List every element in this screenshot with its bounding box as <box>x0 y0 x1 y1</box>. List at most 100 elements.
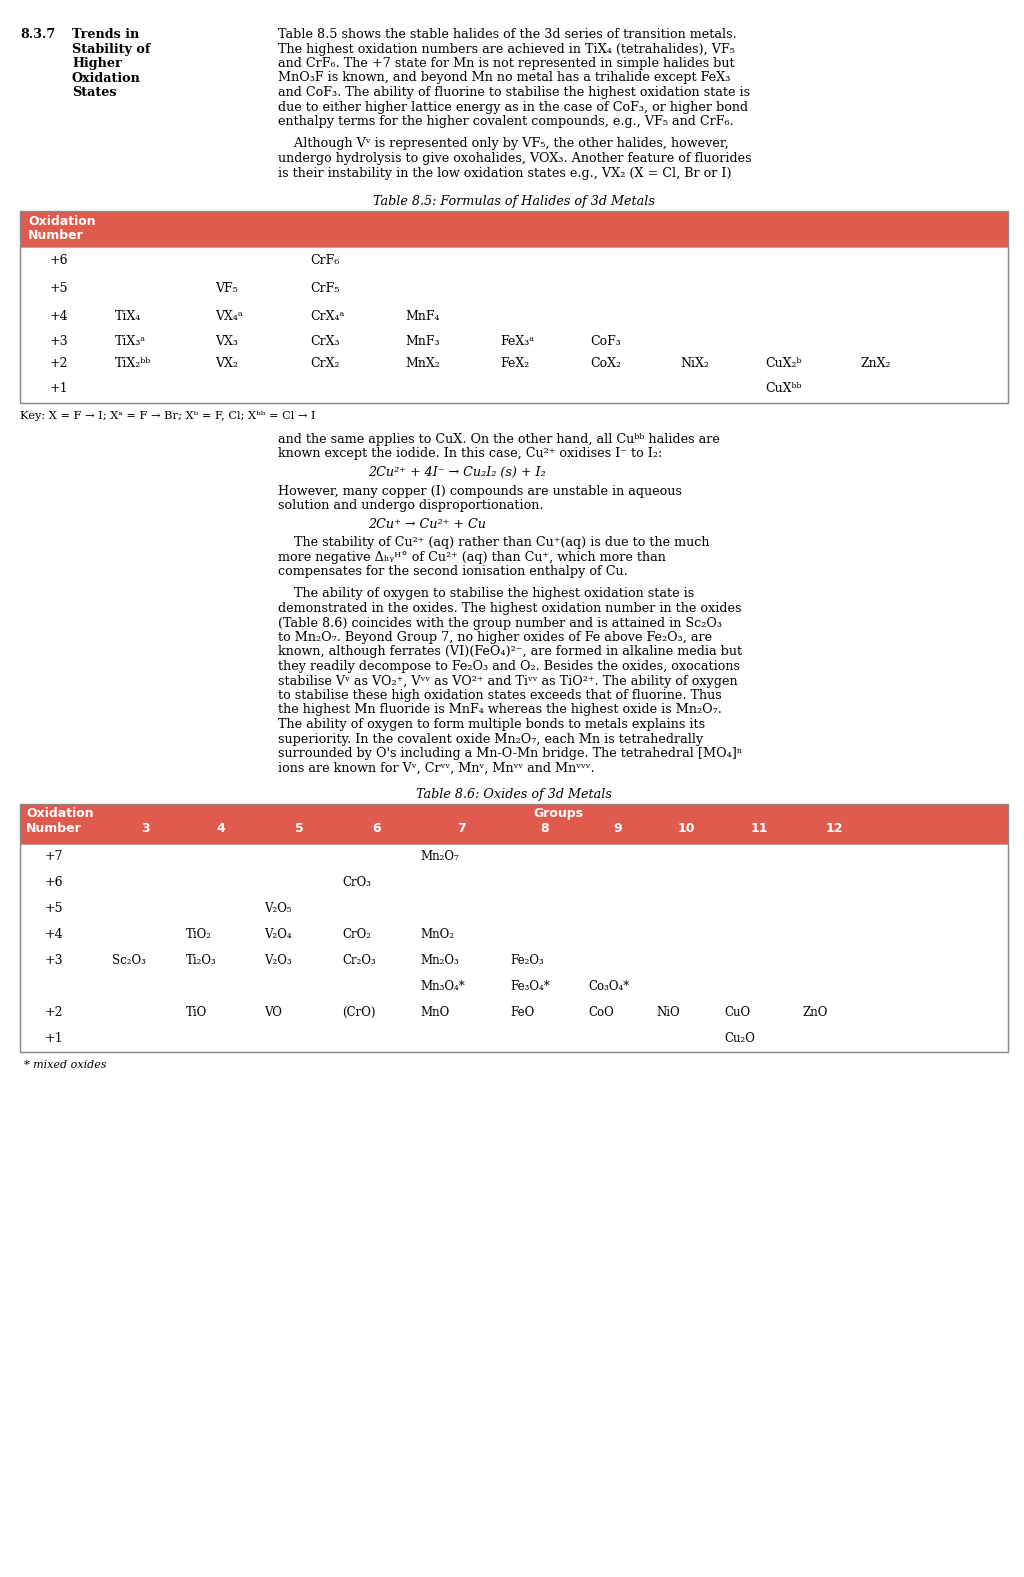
Text: more negative Δₕᵧᴴ° of Cu²⁺ (aq) than Cu⁺, which more than: more negative Δₕᵧᴴ° of Cu²⁺ (aq) than Cu… <box>278 550 666 563</box>
Text: Higher: Higher <box>72 57 122 69</box>
Text: Table 8.5: Formulas of Halides of 3d Metals: Table 8.5: Formulas of Halides of 3d Met… <box>373 196 655 208</box>
Text: and CrF₆. The +7 state for Mn is not represented in simple halides but: and CrF₆. The +7 state for Mn is not rep… <box>278 57 734 69</box>
Text: ions are known for Vᵛ, Crᵛᵛ, Mnᵛ, Mnᵛᵛ and Mnᵛᵛᵛ.: ions are known for Vᵛ, Crᵛᵛ, Mnᵛ, Mnᵛᵛ a… <box>278 762 595 774</box>
Text: +1: +1 <box>45 1031 63 1046</box>
Text: 2Cu⁺ → Cu²⁺ + Cu: 2Cu⁺ → Cu²⁺ + Cu <box>368 517 486 530</box>
Text: known, although ferrates (VI)(FeO₄)²⁻, are formed in alkaline media but: known, although ferrates (VI)(FeO₄)²⁻, a… <box>278 645 742 659</box>
Text: Table 8.6: Oxides of 3d Metals: Table 8.6: Oxides of 3d Metals <box>416 788 612 801</box>
Text: TiX₂ᵇᵇ: TiX₂ᵇᵇ <box>115 356 152 371</box>
Text: +4: +4 <box>45 927 63 941</box>
Text: Although Vᵛ is represented only by VF₅, the other halides, however,: Although Vᵛ is represented only by VF₅, … <box>278 137 729 150</box>
Text: Oxidation: Oxidation <box>72 71 141 85</box>
Text: and the same applies to CuX. On the other hand, all Cuᵇᵇ halides are: and the same applies to CuX. On the othe… <box>278 434 720 446</box>
Text: +4: +4 <box>50 311 69 323</box>
Text: However, many copper (I) compounds are unstable in aqueous: However, many copper (I) compounds are u… <box>278 484 682 497</box>
Text: (CrO): (CrO) <box>342 1006 376 1019</box>
Text: +3: +3 <box>50 334 69 349</box>
Text: TiO₂: TiO₂ <box>186 927 212 941</box>
Text: 2Cu²⁺ + 4I⁻ → Cu₂I₂ (s) + I₂: 2Cu²⁺ + 4I⁻ → Cu₂I₂ (s) + I₂ <box>368 465 546 479</box>
Text: The highest oxidation numbers are achieved in TiX₄ (tetrahalides), VF₅: The highest oxidation numbers are achiev… <box>278 43 735 55</box>
Text: CrF₅: CrF₅ <box>310 282 339 295</box>
Text: The stability of Cu²⁺ (aq) rather than Cu⁺(aq) is due to the much: The stability of Cu²⁺ (aq) rather than C… <box>278 536 710 549</box>
Text: ZnX₂: ZnX₂ <box>860 356 891 371</box>
Text: Cu₂O: Cu₂O <box>724 1031 755 1046</box>
Text: +2: +2 <box>45 1006 63 1019</box>
Text: they readily decompose to Fe₂O₃ and O₂. Besides the oxides, oxocations: they readily decompose to Fe₂O₃ and O₂. … <box>278 661 740 673</box>
Text: CrX₂: CrX₂ <box>310 356 340 371</box>
Text: CoF₃: CoF₃ <box>590 334 621 349</box>
Bar <box>20 804 1008 1052</box>
Text: 8.3.7: 8.3.7 <box>20 28 55 41</box>
Text: VO: VO <box>264 1006 282 1019</box>
Text: The ability of oxygen to stabilise the highest oxidation state is: The ability of oxygen to stabilise the h… <box>278 588 694 601</box>
Bar <box>20 844 1008 1052</box>
Text: and CoF₃. The ability of fluorine to stabilise the highest oxidation state is: and CoF₃. The ability of fluorine to sta… <box>278 87 751 99</box>
Text: surrounded by O's including a Mn-O-Mn bridge. The tetrahedral [MO₄]ⁿ: surrounded by O's including a Mn-O-Mn br… <box>278 747 742 760</box>
Text: Table 8.5 shows the stable halides of the 3d series of transition metals.: Table 8.5 shows the stable halides of th… <box>278 28 736 41</box>
Text: solution and undergo disproportionation.: solution and undergo disproportionation. <box>278 498 544 513</box>
Text: Co₃O₄*: Co₃O₄* <box>588 979 630 994</box>
Text: VX₃: VX₃ <box>215 334 238 349</box>
Text: compensates for the second ionisation enthalpy of Cu.: compensates for the second ionisation en… <box>278 565 628 579</box>
Text: TiX₃ᵃ: TiX₃ᵃ <box>115 334 146 349</box>
Text: MnO₃F is known, and beyond Mn no metal has a trihalide except FeX₃: MnO₃F is known, and beyond Mn no metal h… <box>278 71 730 85</box>
Text: Key: X = F → I; Xᵃ = F → Br; Xᵇ = F, Cl; Xᵇᵇ = Cl → I: Key: X = F → I; Xᵃ = F → Br; Xᵇ = F, Cl;… <box>20 412 315 421</box>
Text: MnX₂: MnX₂ <box>406 356 439 371</box>
Text: 7: 7 <box>457 822 465 834</box>
Text: CrF₆: CrF₆ <box>310 254 339 267</box>
Text: CrO₂: CrO₂ <box>342 927 371 941</box>
Text: (Table 8.6) coincides with the group number and is attained in Sc₂O₃: (Table 8.6) coincides with the group num… <box>278 617 722 629</box>
Text: +1: +1 <box>50 382 69 394</box>
Text: MnF₄: MnF₄ <box>406 311 439 323</box>
Text: demonstrated in the oxides. The highest oxidation number in the oxides: demonstrated in the oxides. The highest … <box>278 602 741 615</box>
Text: FeX₂: FeX₂ <box>500 356 529 371</box>
Text: Oxidation: Oxidation <box>28 214 95 229</box>
Text: MnO: MnO <box>420 1006 450 1019</box>
Text: CrO₃: CrO₃ <box>342 875 371 889</box>
Bar <box>20 248 1008 404</box>
Text: enthalpy terms for the higher covalent compounds, e.g., VF₅ and CrF₆.: enthalpy terms for the higher covalent c… <box>278 115 734 128</box>
Text: to Mn₂O₇. Beyond Group 7, no higher oxides of Fe above Fe₂O₃, are: to Mn₂O₇. Beyond Group 7, no higher oxid… <box>278 631 712 643</box>
Text: Fe₃O₄*: Fe₃O₄* <box>510 979 550 994</box>
Text: VX₄ᵃ: VX₄ᵃ <box>215 311 243 323</box>
Text: stabilise Vᵛ as VO₂⁺, Vᵛᵛ as VO²⁺ and Tiᵛᵛ as TiO²⁺. The ability of oxygen: stabilise Vᵛ as VO₂⁺, Vᵛᵛ as VO²⁺ and Ti… <box>278 675 737 688</box>
Text: FeO: FeO <box>510 1006 535 1019</box>
Bar <box>20 211 1008 248</box>
Text: CrX₃: CrX₃ <box>310 334 340 349</box>
Text: 3: 3 <box>140 822 150 834</box>
Text: Cr₂O₃: Cr₂O₃ <box>342 954 376 967</box>
Text: Number: Number <box>26 822 82 834</box>
Text: 9: 9 <box>613 822 623 834</box>
Text: V₂O₅: V₂O₅ <box>264 902 292 915</box>
Text: Trends in: Trends in <box>72 28 139 41</box>
Text: Mn₂O₇: Mn₂O₇ <box>420 850 459 863</box>
Text: +5: +5 <box>45 902 63 915</box>
Text: * mixed oxides: * mixed oxides <box>24 1060 106 1071</box>
Text: MnF₃: MnF₃ <box>406 334 439 349</box>
Text: 5: 5 <box>295 822 303 834</box>
Text: 12: 12 <box>825 822 843 834</box>
Text: CrX₄ᵃ: CrX₄ᵃ <box>310 311 344 323</box>
Text: superiority. In the covalent oxide Mn₂O₇, each Mn is tetrahedrally: superiority. In the covalent oxide Mn₂O₇… <box>278 732 703 746</box>
Text: States: States <box>72 87 117 99</box>
Text: CuO: CuO <box>724 1006 751 1019</box>
Text: CoX₂: CoX₂ <box>590 356 621 371</box>
Text: +5: +5 <box>50 282 69 295</box>
Text: 11: 11 <box>751 822 768 834</box>
Text: V₂O₃: V₂O₃ <box>264 954 292 967</box>
Text: is their instability in the low oxidation states e.g., VX₂ (X = Cl, Br or I): is their instability in the low oxidatio… <box>278 167 731 180</box>
Text: +7: +7 <box>45 850 63 863</box>
Text: +6: +6 <box>50 254 69 267</box>
Text: FeX₃ᵃ: FeX₃ᵃ <box>500 334 535 349</box>
Text: ZnO: ZnO <box>802 1006 827 1019</box>
Text: +3: +3 <box>45 954 63 967</box>
Text: NiX₂: NiX₂ <box>680 356 709 371</box>
Text: V₂O₄: V₂O₄ <box>264 927 292 941</box>
Text: 6: 6 <box>373 822 381 834</box>
Text: due to either higher lattice energy as in the case of CoF₃, or higher bond: due to either higher lattice energy as i… <box>278 101 749 114</box>
Text: to stabilise these high oxidation states exceeds that of fluorine. Thus: to stabilise these high oxidation states… <box>278 689 722 702</box>
Text: VF₅: VF₅ <box>215 282 238 295</box>
Text: The ability of oxygen to form multiple bonds to metals explains its: The ability of oxygen to form multiple b… <box>278 718 706 732</box>
Text: 10: 10 <box>677 822 694 834</box>
Text: NiO: NiO <box>656 1006 680 1019</box>
